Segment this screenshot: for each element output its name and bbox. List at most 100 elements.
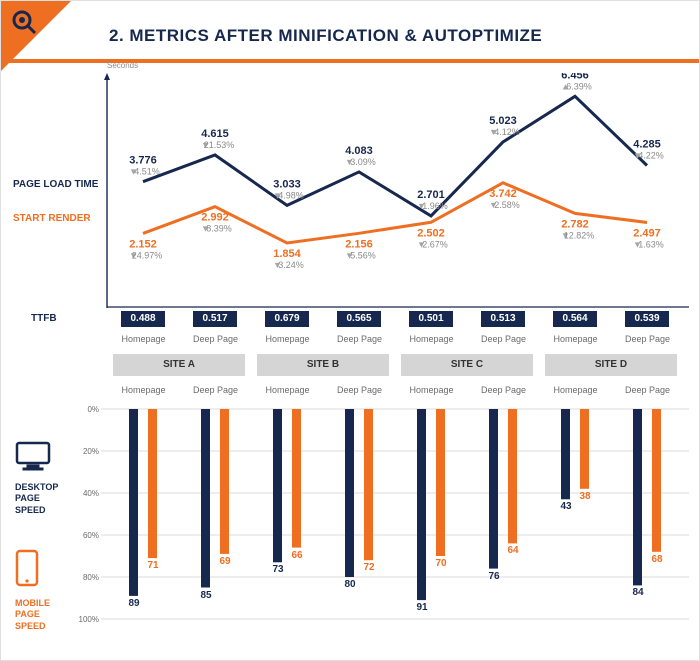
category-label: Deep Page [323,385,396,395]
chart-title: 2. METRICS AFTER MINIFICATION & AUTOPTIM… [109,26,542,46]
svg-text:4.615: 4.615 [201,128,229,140]
category-row-top: HomepageDeep PageHomepageDeep PageHomepa… [101,334,689,348]
site-row: SITE A SITE B SITE C SITE D [101,354,689,376]
svg-text:3.776: 3.776 [129,155,157,167]
category-label: Homepage [539,334,612,344]
svg-text:2.152: 2.152 [129,238,157,250]
category-label: Deep Page [323,334,396,344]
ttfb-row: TTFB 0.488 0.517 0.679 0.565 0.501 0.513 0.564… [1,311,700,329]
svg-text:100%: 100% [79,615,99,624]
ttfb-value: 0.565 [337,311,381,327]
ttfb-value: 0.539 [625,311,669,327]
y-axis-label: Seconds [107,61,138,70]
svg-text:2.992: 2.992 [201,212,229,224]
svg-text:1.854: 1.854 [273,248,301,260]
logo-icon [11,9,37,40]
svg-text:8.39%: 8.39% [206,224,232,234]
svg-text:40%: 40% [83,489,99,498]
mobile-value: 70 [429,558,453,569]
svg-text:2.782: 2.782 [561,218,589,230]
ttfb-value: 0.501 [409,311,453,327]
svg-text:4.285: 4.285 [633,138,661,150]
mobile-value: 64 [501,545,525,556]
svg-text:0%: 0% [87,405,99,414]
site-label: SITE A [113,354,245,376]
svg-text:2.67%: 2.67% [422,239,448,249]
category-label: Deep Page [467,334,540,344]
svg-text:6.39%: 6.39% [566,81,592,91]
svg-text:4.51%: 4.51% [134,167,160,177]
bar-chart: 0%20%40%60%80%100% [101,405,689,633]
desktop-value: 84 [626,587,650,598]
svg-text:4.12%: 4.12% [494,127,520,137]
mobile-icon [15,549,39,587]
ttfb-label: TTFB [31,313,57,324]
svg-text:60%: 60% [83,531,99,540]
category-label: Homepage [539,385,612,395]
svg-text:12.82%: 12.82% [564,230,595,240]
category-label: Deep Page [611,385,684,395]
category-label: Deep Page [611,334,684,344]
svg-text:80%: 80% [83,573,99,582]
mobile-value: 38 [573,491,597,502]
category-label: Deep Page [467,385,540,395]
category-row-bottom: HomepageDeep PageHomepageDeep PageHomepa… [101,385,689,399]
svg-text:2.497: 2.497 [633,227,661,239]
svg-text:3.033: 3.033 [273,178,301,190]
ttfb-value: 0.679 [265,311,309,327]
svg-text:3.09%: 3.09% [350,157,376,167]
desktop-value: 76 [482,571,506,582]
svg-text:24.97%: 24.97% [132,250,163,260]
mobile-value: 72 [357,562,381,573]
mobile-value: 68 [645,554,669,565]
category-label: Homepage [395,334,468,344]
ttfb-value: 0.564 [553,311,597,327]
svg-text:2.58%: 2.58% [494,200,520,210]
desktop-value: 73 [266,564,290,575]
category-label: Homepage [395,385,468,395]
site-label: SITE D [545,354,677,376]
category-label: Homepage [251,385,324,395]
category-label: Homepage [107,334,180,344]
svg-text:21.53%: 21.53% [204,140,235,150]
ttfb-value: 0.513 [481,311,525,327]
desktop-value: 85 [194,590,218,601]
svg-text:2.701: 2.701 [417,189,445,201]
category-label: Deep Page [179,385,252,395]
svg-text:4.083: 4.083 [345,145,373,157]
desktop-value: 89 [122,598,146,609]
site-label: SITE B [257,354,389,376]
category-label: Homepage [107,385,180,395]
line-chart: 3.776▼4.51%4.615▼21.53%3.033▼4.98%4.083▼… [101,73,689,308]
svg-text:2.156: 2.156 [345,238,373,250]
mobile-value: 66 [285,550,309,561]
svg-text:4.98%: 4.98% [278,190,304,200]
desktop-label: DESKTOPPAGESPEED [15,482,95,516]
title-text: 2. METRICS AFTER MINIFICATION & AUTOPTIM… [109,26,542,45]
site-label: SITE C [401,354,533,376]
svg-text:1.96%: 1.96% [422,201,448,211]
ttfb-value: 0.488 [121,311,165,327]
svg-text:3.742: 3.742 [489,188,517,200]
svg-text:4.22%: 4.22% [638,150,664,160]
canvas: { "colors":{"navy":"#17284f","orange":"#… [0,0,700,661]
svg-text:5.56%: 5.56% [350,250,376,260]
category-label: Homepage [251,334,324,344]
mobile-value: 71 [141,560,165,571]
svg-text:6.456: 6.456 [561,73,589,81]
svg-text:3.24%: 3.24% [278,260,304,270]
svg-text:1.63%: 1.63% [638,239,664,249]
orange-divider [1,59,700,63]
start-render-label: START RENDER [13,213,91,225]
desktop-value: 91 [410,602,434,613]
svg-text:2.502: 2.502 [417,227,445,239]
svg-text:20%: 20% [83,447,99,456]
desktop-icon [15,441,51,471]
desktop-value: 43 [554,501,578,512]
page-load-label: PAGE LOAD TIME [13,179,98,191]
ttfb-value: 0.517 [193,311,237,327]
mobile-value: 69 [213,556,237,567]
category-label: Deep Page [179,334,252,344]
svg-text:5.023: 5.023 [489,115,517,127]
desktop-value: 80 [338,579,362,590]
